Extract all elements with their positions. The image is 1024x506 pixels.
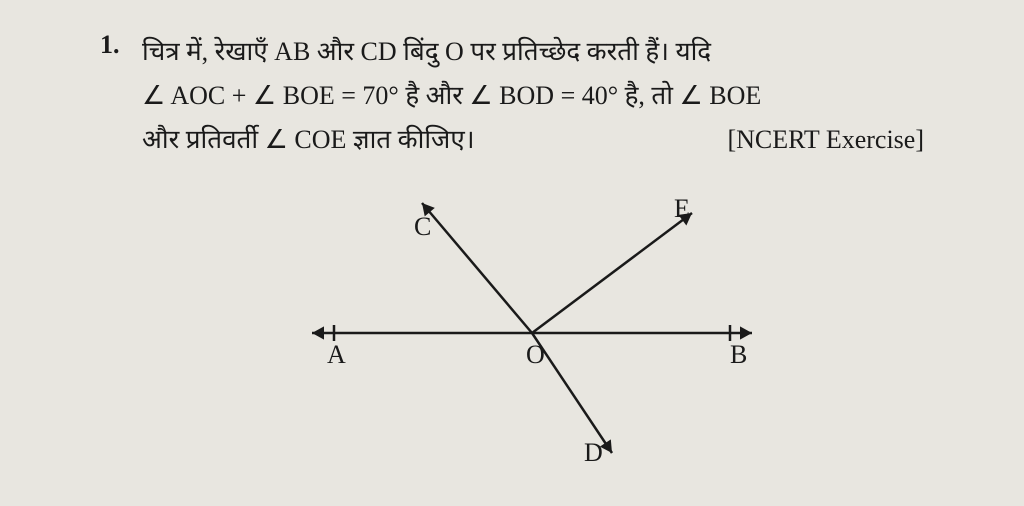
label-b: B	[730, 340, 747, 369]
label-a: A	[327, 340, 346, 369]
math-o: O	[445, 37, 464, 66]
label-o: O	[526, 340, 545, 369]
label-c: C	[414, 212, 431, 241]
math-ab: AB	[274, 37, 310, 66]
question-number: 1.	[100, 30, 128, 60]
text-segment: और	[310, 37, 360, 66]
text-segment: बिंदु	[397, 37, 445, 66]
math-expression: ∠ BOE	[680, 81, 762, 110]
question-block: 1. चित्र में, रेखाएँ AB और CD बिंदु O पर…	[100, 30, 964, 163]
math-expression: ∠ COE	[265, 125, 347, 154]
text-segment: चित्र में, रेखाएँ	[142, 37, 274, 66]
text-segment: पर प्रतिच्छेद करती हैं। यदि	[464, 37, 711, 66]
question-line-2: ∠ AOC + ∠ BOE = 70° है और ∠ BOD = 40° है…	[142, 74, 964, 118]
math-expression: ∠ BOD = 40°	[469, 81, 618, 110]
text-segment: है और	[399, 81, 470, 110]
geometry-diagram: O A B C D E	[272, 173, 792, 473]
question-line-1: चित्र में, रेखाएँ AB और CD बिंदु O पर प्…	[142, 30, 964, 74]
text-segment: ज्ञात कीजिए।	[346, 125, 474, 154]
page: 1. चित्र में, रेखाएँ AB और CD बिंदु O पर…	[0, 0, 1024, 506]
label-e: E	[674, 194, 690, 223]
text-segment: है, तो	[618, 81, 679, 110]
math-cd: CD	[361, 37, 397, 66]
label-d: D	[584, 438, 603, 467]
diagram-container: O A B C D E	[100, 173, 964, 473]
math-expression: ∠ AOC + ∠ BOE = 70°	[142, 81, 399, 110]
source-tag: [NCERT Exercise]	[727, 118, 924, 162]
question-line-3: और प्रतिवर्ती ∠ COE ज्ञात कीजिए। [NCERT …	[142, 118, 964, 162]
text-segment: और प्रतिवर्ती	[142, 125, 265, 154]
question-text: चित्र में, रेखाएँ AB और CD बिंदु O पर प्…	[142, 30, 964, 163]
